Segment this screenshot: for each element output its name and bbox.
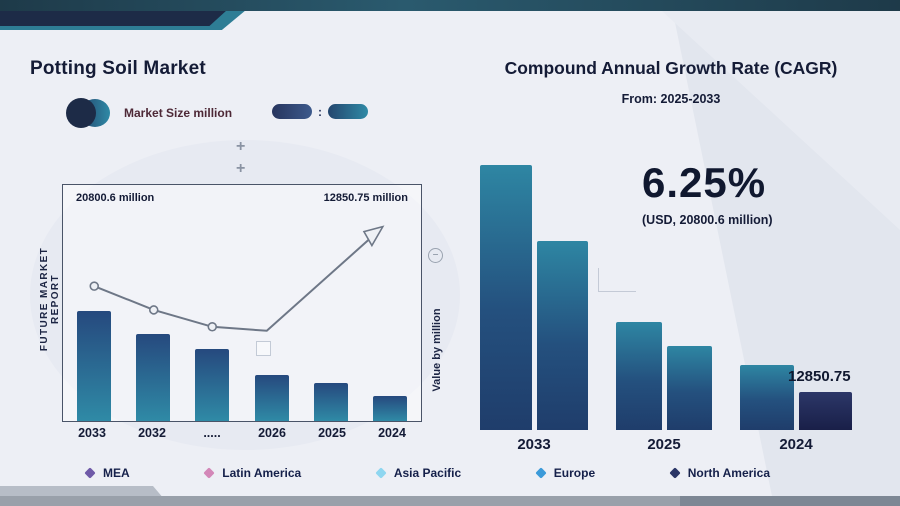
start-value-label: 20800.6 million xyxy=(76,192,155,204)
year-label: 2025 xyxy=(647,436,681,453)
market-size-bar xyxy=(195,348,230,421)
x-axis-label: 2024 xyxy=(378,426,406,440)
market-size-bar xyxy=(313,383,348,421)
legend-item-europe: Europe xyxy=(535,466,596,480)
cagr-bar xyxy=(666,346,712,430)
end-value-label: 12850.75 million xyxy=(323,192,408,204)
colon-separator: : xyxy=(318,104,322,119)
page-title: Potting Soil Market xyxy=(30,58,206,79)
region-legend: MEA Latin America Asia Pacific Europe No… xyxy=(84,466,770,480)
diamond-icon xyxy=(669,467,681,479)
cagr-bar xyxy=(798,392,852,430)
diamond-icon xyxy=(203,467,215,479)
cagr-bar-group-2033 xyxy=(480,160,588,430)
cagr-bar-pair xyxy=(616,160,712,430)
cagr-percentage: 6.25% xyxy=(642,159,767,206)
legend-label: MEA xyxy=(103,466,130,480)
pill-toggle-icon: : xyxy=(272,104,368,119)
legend-item-latin-america: Latin America xyxy=(203,466,302,480)
market-size-bar xyxy=(372,396,407,421)
cagr-bar-pair xyxy=(480,160,588,430)
market-size-bar xyxy=(77,310,111,421)
legend-item-asia-pacific: Asia Pacific xyxy=(375,466,462,480)
legend-label: Asia Pacific xyxy=(393,466,462,480)
market-size-legend-label: Market Size million xyxy=(124,106,233,120)
value-axis-label: Value by million xyxy=(431,308,443,392)
minus-circle-icon: – xyxy=(428,248,443,263)
cagr-x-axis: 2033 2025 2024 xyxy=(480,436,852,453)
left-chart-x-axis: 2033 2032 ..... 2026 2025 2024 xyxy=(62,426,422,440)
plus-icon: + xyxy=(236,138,246,155)
plus-icon: + xyxy=(236,160,246,177)
bottom-border-strip xyxy=(0,496,900,506)
top-border-strip xyxy=(0,0,900,11)
x-axis-label: ..... xyxy=(203,426,221,440)
future-market-report-label: FUTURE MARKET REPORT xyxy=(39,246,61,352)
bottom-border-strip-dark xyxy=(680,496,900,506)
cagr-bar-group-2024 xyxy=(740,160,852,430)
end-value-callout: 12850.75 xyxy=(788,368,851,385)
cagr-bar xyxy=(740,365,794,430)
market-size-chart: 20800.6 million 12850.75 million xyxy=(62,184,422,422)
pill-teal-icon xyxy=(328,104,368,119)
x-axis-label: 2026 xyxy=(258,426,286,440)
cagr-bar-group-2025 xyxy=(616,160,712,430)
legend-label: Europe xyxy=(553,466,596,480)
left-chart-bars xyxy=(77,231,407,421)
legend-item-north-america: North America xyxy=(669,466,770,480)
decor-bracket xyxy=(598,268,636,292)
cagr-bar-pair xyxy=(740,160,852,430)
year-label: 2024 xyxy=(779,436,813,453)
x-axis-label: 2032 xyxy=(138,426,166,440)
cagr-value-block: 6.25% (USD, 20800.6 million) xyxy=(642,159,773,228)
year-label: 2033 xyxy=(517,436,551,453)
x-axis-label: 2033 xyxy=(78,426,106,440)
legend-item-mea: MEA xyxy=(84,466,130,480)
legend-label: Latin America xyxy=(222,466,302,480)
x-axis-label: 2025 xyxy=(318,426,346,440)
legend-label: North America xyxy=(687,466,770,480)
diamond-icon xyxy=(84,467,96,479)
cagr-title: Compound Annual Growth Rate (CAGR) xyxy=(504,58,838,78)
market-size-bar xyxy=(136,333,171,421)
cagr-chart xyxy=(480,160,852,430)
decor-square xyxy=(256,341,271,356)
cagr-subtitle: From: 2025-2033 xyxy=(621,92,721,106)
market-size-bar xyxy=(254,375,289,421)
cagr-bar xyxy=(480,165,532,430)
minus-glyph: – xyxy=(432,249,439,260)
cagr-base-value: (USD, 20800.6 million) xyxy=(642,213,773,227)
cagr-bar xyxy=(536,241,588,430)
pill-navy-icon xyxy=(272,104,312,119)
market-size-legend: Market Size million xyxy=(66,98,232,128)
cagr-bar xyxy=(616,322,662,430)
diamond-icon xyxy=(375,467,387,479)
diamond-icon xyxy=(535,467,547,479)
database-icon xyxy=(66,98,112,128)
